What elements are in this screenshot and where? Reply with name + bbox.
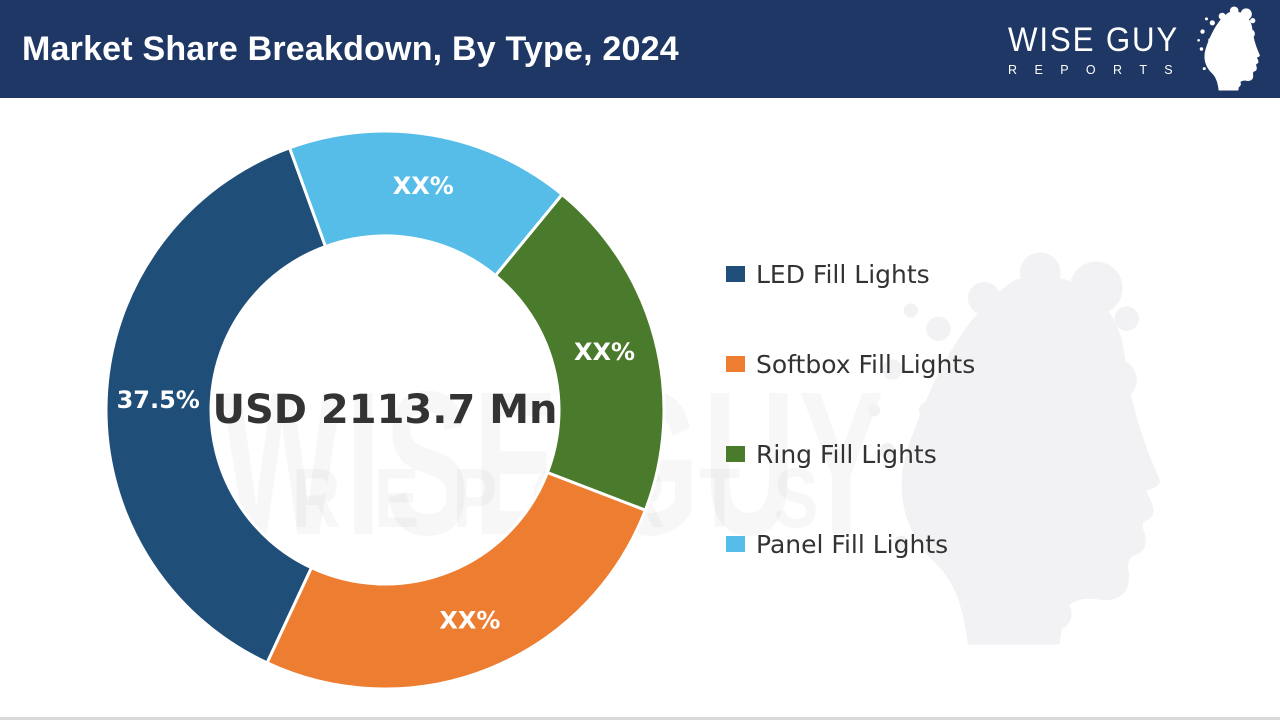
face-dot	[1233, 80, 1241, 88]
legend-label-softbox: Softbox Fill Lights	[756, 349, 976, 379]
face-dot	[1209, 20, 1215, 26]
segment-value-label-3: XX%	[393, 172, 454, 200]
legend-item-ring: Ring Fill Lights	[726, 438, 975, 470]
legend: LED Fill Lights Softbox Fill Lights Ring…	[726, 258, 975, 560]
legend-swatch-softbox	[726, 356, 745, 372]
face-dot	[1226, 71, 1235, 80]
face-dot	[1206, 57, 1212, 63]
face-dot	[1208, 38, 1213, 43]
face-dot	[1220, 58, 1229, 68]
logo-text: WISE GUY R E P O R T S	[1008, 21, 1194, 77]
face-dot	[1213, 46, 1222, 55]
page-title: Market Share Breakdown, By Type, 2024	[22, 29, 679, 68]
face-dot	[1220, 80, 1225, 85]
legend-swatch-panel	[726, 536, 745, 552]
donut-segment-2	[493, 192, 666, 513]
face-dot	[1215, 29, 1222, 36]
segment-value-label-2: XX%	[574, 338, 635, 366]
face-dot	[1039, 597, 1072, 631]
donut-segment-0	[104, 145, 328, 665]
face-dot	[1228, 48, 1238, 59]
face-dot	[1012, 448, 1058, 494]
face-dot	[1019, 252, 1061, 294]
legend-label-led: LED Fill Lights	[756, 259, 930, 289]
face-dot	[1200, 29, 1205, 34]
face-dot	[1240, 40, 1246, 47]
face-dot	[1204, 17, 1208, 21]
logo-wordmark: WISE GUY	[1007, 21, 1180, 59]
legend-item-softbox: Softbox Fill Lights	[726, 348, 975, 380]
donut-chart: 37.5% XX% XX% XX%	[102, 127, 668, 693]
header: Market Share Breakdown, By Type, 2024 WI…	[0, 0, 1280, 98]
face-dot	[974, 496, 1015, 538]
segment-value-label-0: 37.5%	[117, 386, 200, 414]
face-dot	[1096, 359, 1137, 401]
face-dot	[1250, 18, 1256, 24]
face-dot	[1069, 261, 1123, 315]
logo-face-icon	[1197, 6, 1260, 91]
face-dot	[1202, 67, 1206, 71]
legend-swatch-led	[726, 266, 745, 282]
face-dot	[1212, 68, 1219, 75]
wiseguy-logo: WISE GUY R E P O R T S	[1008, 6, 1268, 92]
face-dot	[1234, 61, 1245, 72]
face-dot	[1090, 460, 1123, 493]
face-dot	[1041, 508, 1091, 557]
face-dot	[1197, 38, 1200, 42]
face-dot	[1222, 34, 1234, 46]
face-dot	[1057, 330, 1095, 368]
face-dot	[1199, 47, 1204, 51]
face-dot	[1002, 311, 1048, 357]
face-dot	[1006, 554, 1044, 592]
legend-item-panel: Panel Fill Lights	[726, 528, 975, 560]
face-dot	[1243, 74, 1249, 80]
legend-label-ring: Ring Fill Lights	[756, 439, 937, 469]
face-dot	[1246, 29, 1255, 39]
face-dot	[1083, 571, 1109, 596]
logo-subtitle: R E P O R T S	[1007, 63, 1180, 77]
face-dot	[986, 383, 1040, 437]
face-dot	[974, 598, 995, 619]
face-dot	[1114, 306, 1139, 331]
donut-segment-1	[265, 470, 648, 691]
legend-swatch-ring	[726, 446, 745, 462]
face-dot	[1229, 6, 1239, 16]
legend-item-led: LED Fill Lights	[726, 258, 975, 290]
segment-value-label-1: XX%	[439, 607, 500, 635]
donut-svg: 37.5% XX% XX% XX%	[104, 129, 666, 691]
face-dot	[1226, 19, 1236, 29]
legend-label-panel: Panel Fill Lights	[756, 529, 949, 559]
face-dot	[1237, 23, 1246, 32]
face-dot	[1218, 12, 1226, 20]
donut-segment-3	[287, 129, 565, 278]
face-dot	[1240, 8, 1252, 20]
face-dot	[1244, 50, 1252, 58]
face-dot	[1068, 413, 1094, 438]
